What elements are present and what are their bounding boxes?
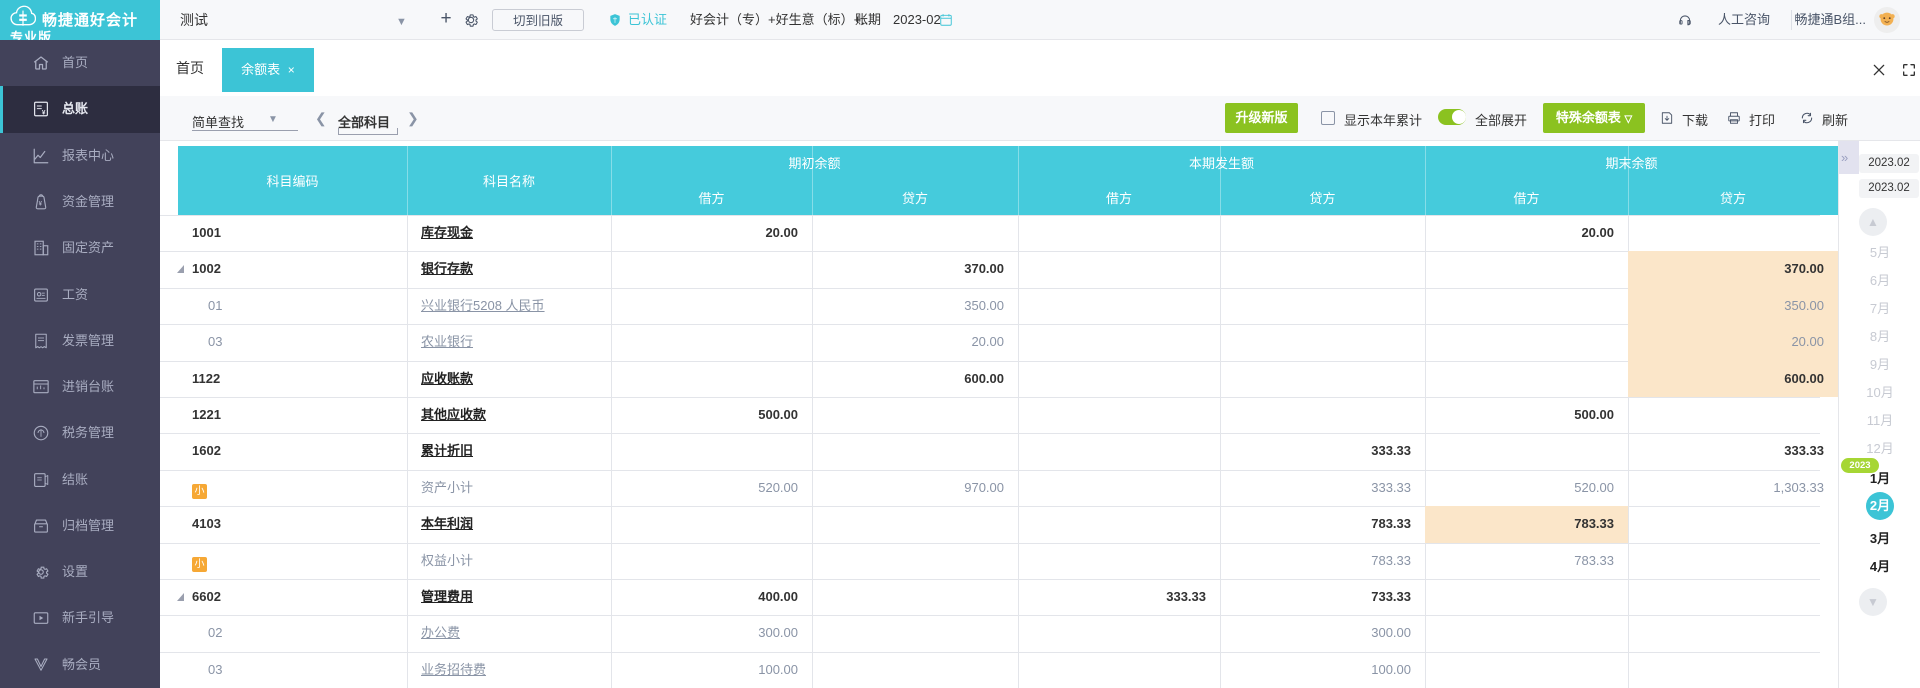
svg-text:¥: ¥ (39, 201, 43, 207)
svg-text:¥: ¥ (42, 110, 46, 117)
